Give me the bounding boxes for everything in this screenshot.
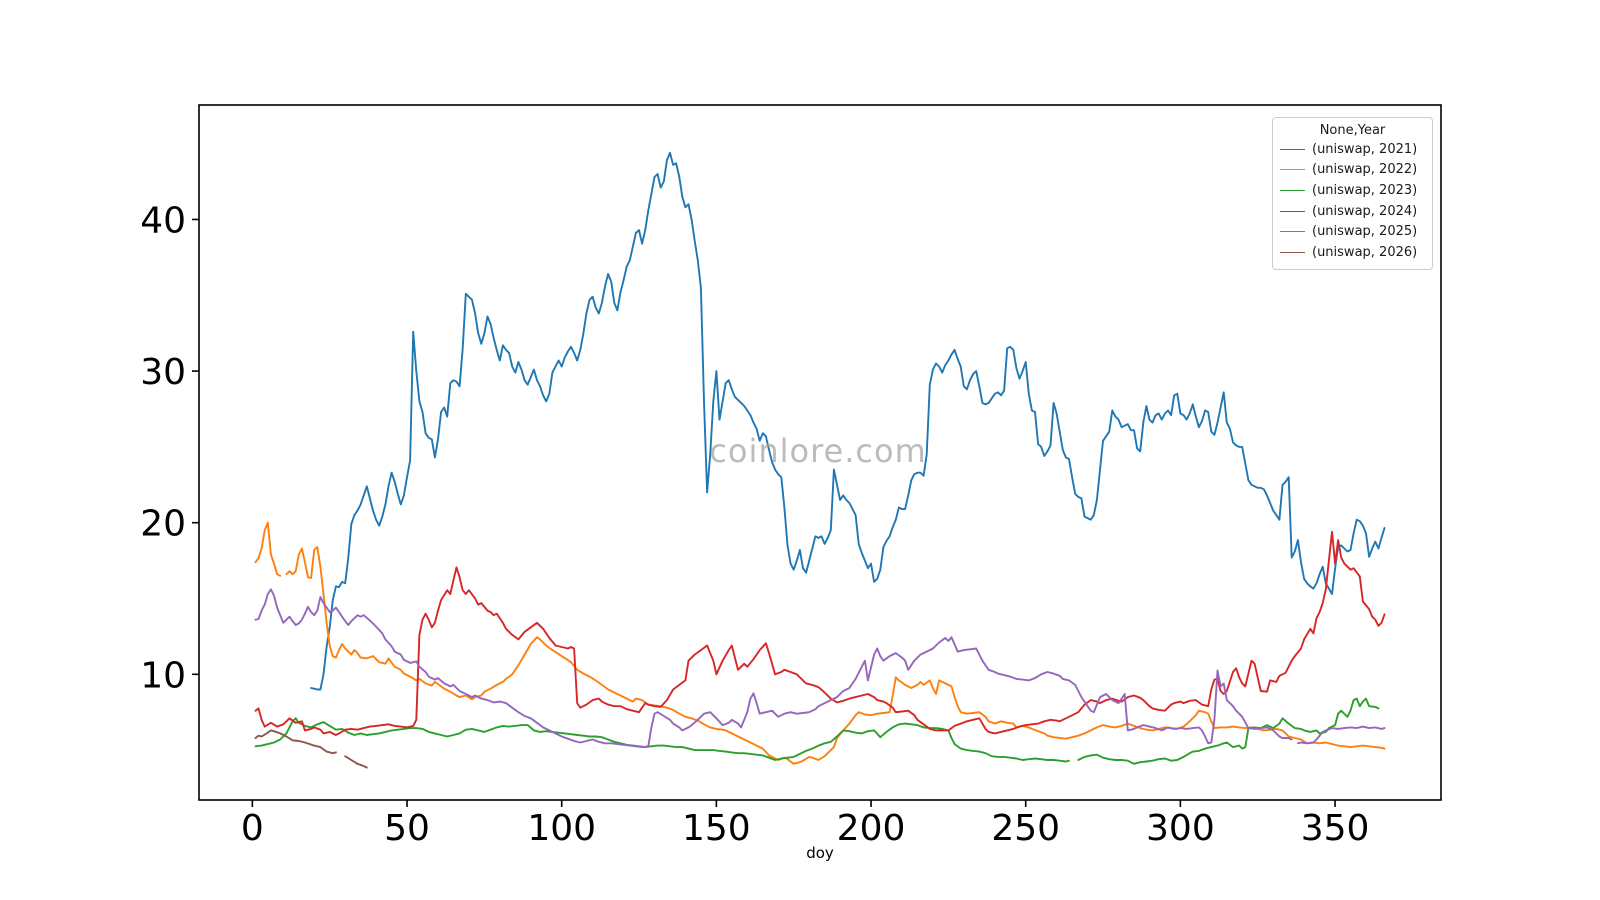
legend-item-2022: (uniswap, 2022) — [1280, 160, 1425, 181]
y-axis: 10 20 30 40 — [140, 200, 199, 696]
legend-item-2024: (uniswap, 2024) — [1280, 201, 1425, 222]
series-line-uniswap-2025 — [254, 588, 1386, 749]
legend-line-swatch — [1280, 189, 1305, 191]
legend-label: (uniswap, 2021) — [1312, 141, 1418, 157]
legend-label: (uniswap, 2026) — [1312, 244, 1418, 260]
legend-line-swatch — [1280, 210, 1305, 212]
x-axis-label: doy — [806, 844, 834, 862]
legend-rows: (uniswap, 2021) (uniswap, 2022) (uniswap, … — [1280, 139, 1425, 263]
x-tick-label: 100 — [527, 808, 596, 849]
x-axis: 0 50 100 150 200 250 300 350 — [241, 800, 1370, 849]
legend-label: (uniswap, 2025) — [1312, 224, 1418, 240]
x-tick-label: 250 — [991, 808, 1060, 849]
plot-frame — [198, 104, 1442, 801]
x-tick-label: 350 — [1301, 808, 1370, 849]
legend-item-2026: (uniswap, 2026) — [1280, 242, 1425, 263]
x-tick-label: 0 — [241, 808, 264, 849]
series-line-uniswap-2021 — [310, 151, 1386, 691]
series-line-uniswap-2023 — [254, 697, 1380, 765]
x-tick-label: 300 — [1146, 808, 1215, 849]
legend-item-2021: (uniswap, 2021) — [1280, 139, 1425, 160]
legend-label: (uniswap, 2024) — [1312, 203, 1418, 219]
legend-item-2025: (uniswap, 2025) — [1280, 221, 1425, 242]
legend-line-swatch — [1280, 231, 1305, 233]
series-line-uniswap-2024 — [254, 530, 1386, 736]
series-line-uniswap-2022 — [254, 521, 1386, 765]
x-tick-label: 50 — [384, 808, 430, 849]
y-tick-label: 20 — [140, 504, 186, 545]
legend-line-swatch — [1280, 169, 1305, 171]
legend-item-2023: (uniswap, 2023) — [1280, 180, 1425, 201]
legend-label: (uniswap, 2023) — [1312, 182, 1418, 198]
y-tick-label: 30 — [140, 352, 186, 393]
x-tick-label: 200 — [837, 808, 906, 849]
y-tick-label: 40 — [140, 200, 186, 241]
legend-line-swatch — [1280, 251, 1305, 253]
legend-line-swatch — [1280, 148, 1305, 150]
y-tick-label: 10 — [140, 655, 186, 696]
legend: None,Year (uniswap, 2021) (uniswap, 2022)… — [1272, 117, 1433, 270]
legend-label: (uniswap, 2022) — [1312, 162, 1418, 178]
legend-title: None,Year — [1319, 123, 1386, 138]
series-line-uniswap-2026 — [254, 729, 368, 769]
x-tick-label: 150 — [682, 808, 751, 849]
